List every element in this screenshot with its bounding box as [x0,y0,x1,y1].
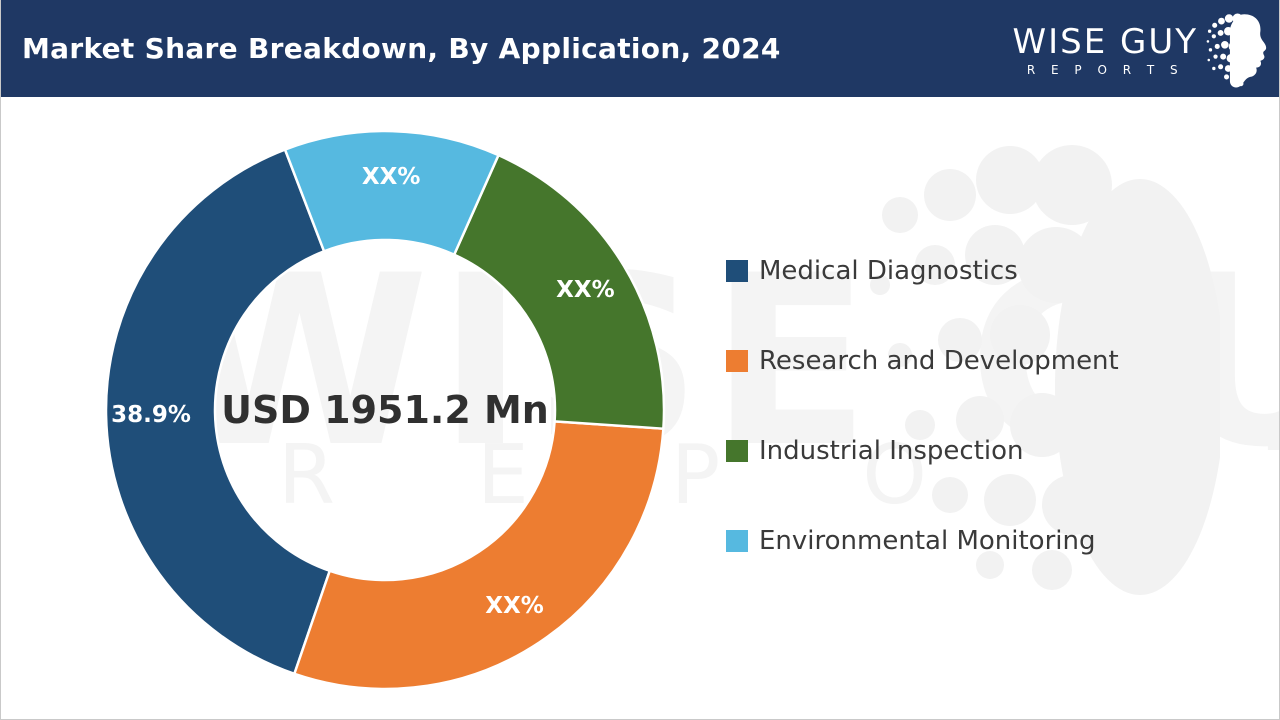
legend-swatch-medical-diagnostics [726,260,748,282]
legend-swatch-industrial-inspection [726,440,748,462]
legend-label-environmental-monitoring: Environmental Monitoring [759,526,1096,556]
donut-chart: 38.9% XX% XX% XX% USD 1951.2 Mn [104,129,666,691]
legend-item-industrial-inspection: Industrial Inspection [726,436,1119,466]
logo-reports-text: R E P O R T S [1026,62,1184,77]
donut-segment-research-and-development [293,420,665,691]
legend-label-research-and-development: Research and Development [759,346,1119,376]
legend-item-research-and-development: Research and Development [726,346,1119,376]
watermark-face-dots [870,145,1220,595]
logo-face-icon [1206,13,1267,88]
chart-legend: Medical Diagnostics Research and Developm… [726,256,1119,617]
legend-item-medical-diagnostics: Medical Diagnostics [726,256,1119,286]
legend-label-medical-diagnostics: Medical Diagnostics [759,256,1018,286]
donut-segment-medical-diagnostics [104,148,332,676]
slice-label-research-and-development: XX% [485,593,544,619]
legend-label-industrial-inspection: Industrial Inspection [759,436,1024,466]
donut-center-value: USD 1951.2 Mn [221,388,549,432]
slice-label-medical-diagnostics: 38.9% [111,402,191,428]
legend-item-environmental-monitoring: Environmental Monitoring [726,526,1119,556]
logo-wordmark: WISE GUY R E P O R T S [1012,22,1198,77]
wiseguy-logo: WISE GUY R E P O R T S [1012,6,1268,92]
header: Market Share Breakdown, By Application, … [0,0,1280,97]
legend-swatch-environmental-monitoring [726,530,748,552]
legend-swatch-research-and-development [726,350,748,372]
logo-name-text: WISE GUY [1012,21,1198,62]
slice-label-industrial-inspection: XX% [556,277,615,303]
page-title: Market Share Breakdown, By Application, … [22,32,781,65]
chart-area: WISE GUY R E P O R T S 38.9%XX%XX%XX%USD… [0,97,1280,720]
donut-segment-environmental-monitoring [283,129,500,256]
donut-segment-industrial-inspection [452,153,666,430]
slice-label-environmental-monitoring: XX% [362,164,421,190]
